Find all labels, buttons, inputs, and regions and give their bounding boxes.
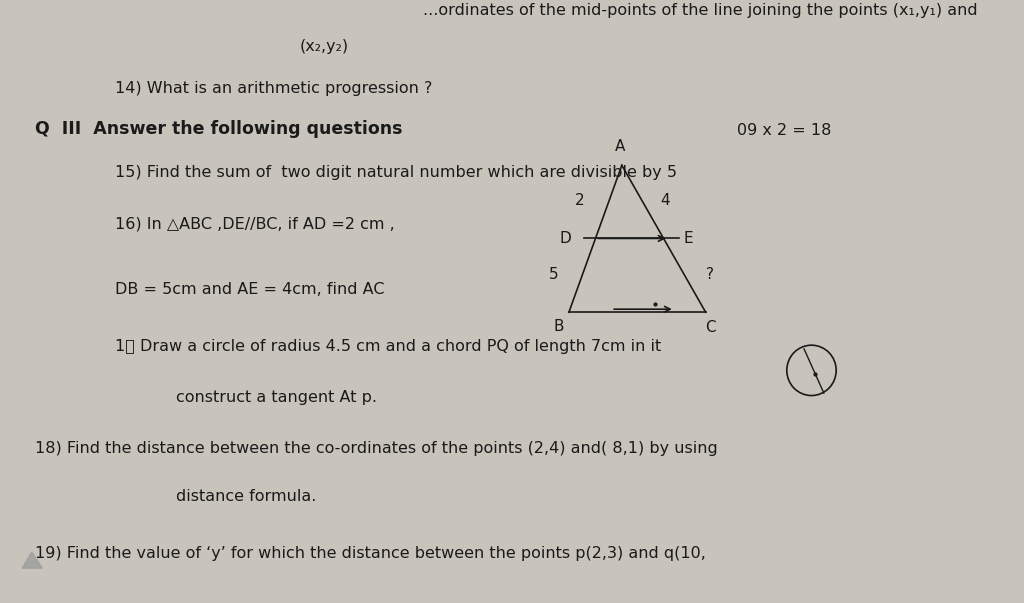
Text: 1ⓖ Draw a circle of radius 4.5 cm and a chord PQ of length 7cm in it: 1ⓖ Draw a circle of radius 4.5 cm and a … (115, 339, 660, 354)
Text: 15) Find the sum of  two digit natural number which are divisible by 5: 15) Find the sum of two digit natural nu… (115, 165, 677, 180)
Text: Q  III  Answer the following questions: Q III Answer the following questions (35, 121, 402, 138)
Text: 19) Find the value of ‘y’ for which the distance between the points p(2,3) and q: 19) Find the value of ‘y’ for which the … (35, 546, 707, 561)
Text: ...ordinates of the mid-points of the line joining the points (x₁,y₁) and: ...ordinates of the mid-points of the li… (423, 4, 978, 18)
Text: 18) Find the distance between the co-ordinates of the points (2,4) and( 8,1) by : 18) Find the distance between the co-ord… (35, 441, 718, 456)
Text: ?: ? (706, 267, 714, 282)
Text: 2: 2 (575, 192, 585, 207)
Text: E: E (684, 231, 693, 246)
Text: D: D (560, 231, 571, 246)
Text: B: B (554, 320, 564, 335)
Polygon shape (23, 552, 42, 568)
Text: 5: 5 (549, 267, 558, 282)
Text: distance formula.: distance formula. (176, 489, 316, 504)
Text: DB = 5cm and AE = 4cm, find AC: DB = 5cm and AE = 4cm, find AC (115, 282, 384, 297)
Text: construct a tangent At p.: construct a tangent At p. (176, 390, 378, 405)
Text: 4: 4 (659, 192, 670, 207)
Text: 09 x 2 = 18: 09 x 2 = 18 (736, 123, 830, 138)
Text: C: C (706, 320, 716, 335)
Text: 16) In △ABC ,DE//BC, if AD =2 cm ,: 16) In △ABC ,DE//BC, if AD =2 cm , (115, 216, 394, 231)
Text: (x₂,y₂): (x₂,y₂) (300, 39, 349, 54)
Text: A: A (614, 139, 626, 154)
Text: 14) What is an arithmetic progression ?: 14) What is an arithmetic progression ? (115, 81, 432, 96)
